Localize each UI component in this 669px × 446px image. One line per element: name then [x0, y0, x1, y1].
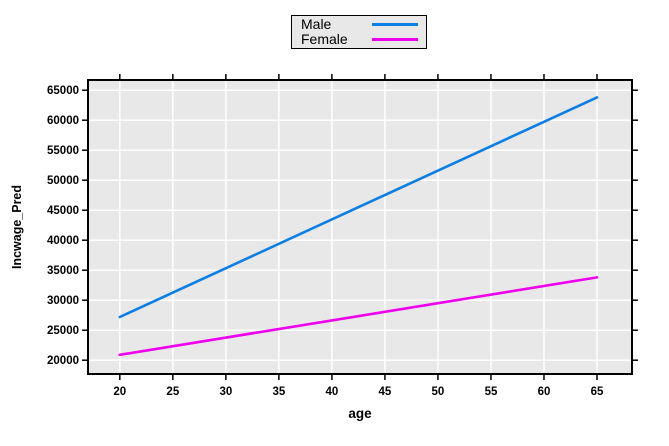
x-tick-label: 65: [591, 386, 604, 398]
x-tick-label: 50: [432, 386, 445, 398]
plot-panel: [88, 80, 632, 374]
x-axis-title: age: [348, 406, 372, 421]
y-tick-label: 35000: [47, 265, 79, 277]
y-tick-label: 55000: [47, 145, 79, 157]
y-tick-label: 25000: [47, 325, 79, 337]
x-tick-label: 55: [485, 386, 498, 398]
legend-label: Male: [301, 16, 332, 32]
plot-frame: [87, 79, 633, 375]
legend-item-male: Male: [301, 17, 418, 32]
legend-line-male: [372, 23, 418, 26]
y-tick-label: 30000: [47, 295, 79, 307]
x-tick-label: 35: [272, 386, 285, 398]
legend-line-female: [372, 38, 418, 41]
x-tick-label: 30: [219, 386, 232, 398]
y-axis-title: Incwage_Pred: [10, 184, 24, 270]
x-tick-label: 45: [379, 386, 392, 398]
y-tick-label: 45000: [47, 205, 79, 217]
series-line-male: [118, 96, 599, 319]
y-tick-label: 60000: [47, 115, 79, 127]
series-line-female: [118, 276, 599, 357]
x-tick-label: 40: [326, 386, 339, 398]
legend-label: Female: [301, 31, 348, 47]
x-tick-label: 25: [166, 386, 179, 398]
y-tick-label: 50000: [47, 175, 79, 187]
y-tick-label: 20000: [47, 355, 79, 367]
x-tick-label: 60: [538, 386, 551, 398]
y-tick-label: 65000: [47, 85, 79, 97]
legend: Male Female: [291, 15, 427, 49]
y-tick-label: 40000: [47, 235, 79, 247]
legend-item-female: Female: [301, 32, 418, 47]
x-tick-label: 20: [113, 386, 126, 398]
